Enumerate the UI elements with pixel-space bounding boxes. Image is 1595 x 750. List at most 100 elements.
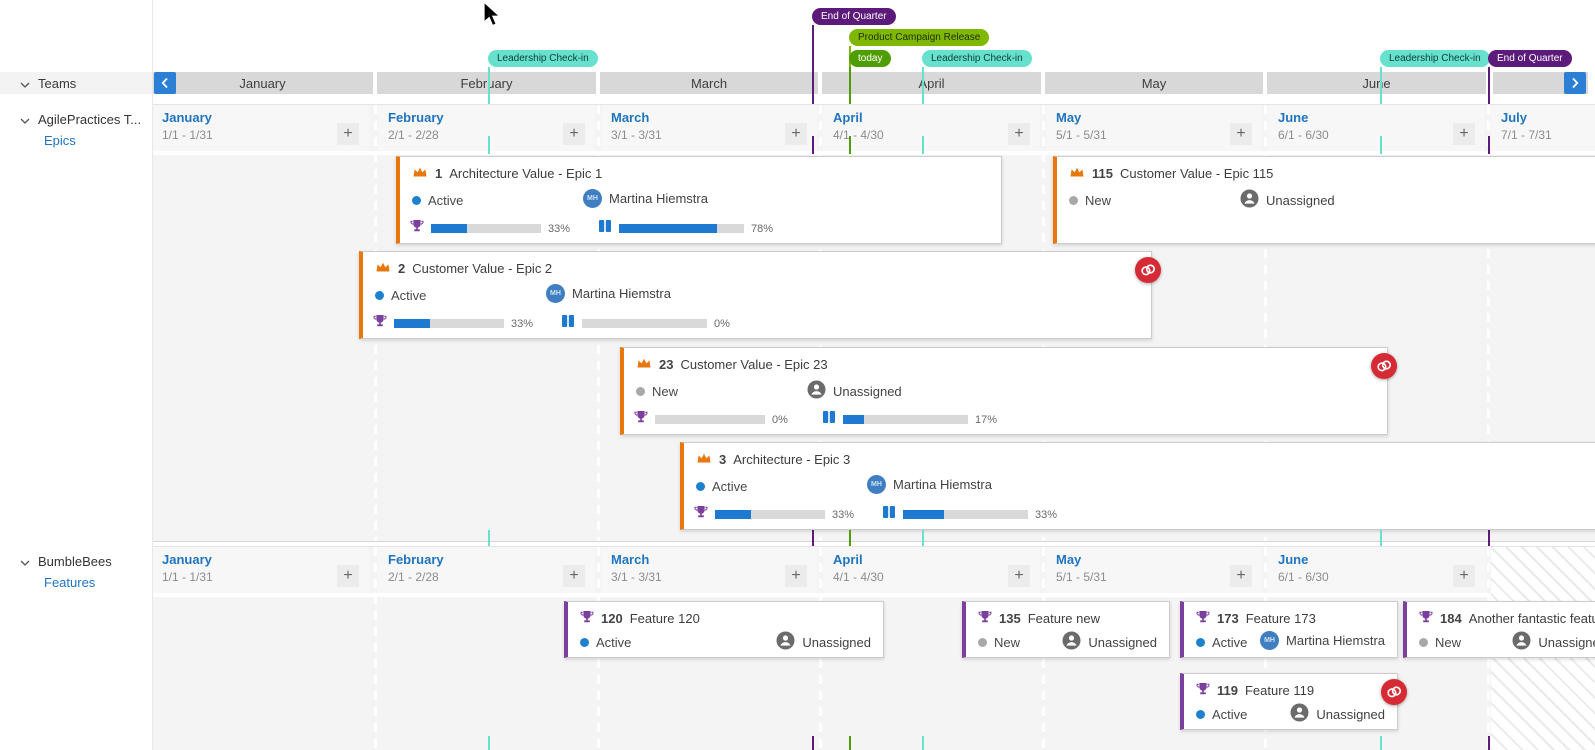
teams-header[interactable]: Teams (0, 72, 152, 94)
status-label: Active (1212, 707, 1248, 722)
work-item-card-3[interactable]: 3 Architecture - Epic 3 Active MH Martina Hi… (680, 442, 1595, 530)
card-status: New (1419, 635, 1461, 650)
progress-fill (903, 510, 945, 519)
marker-line (922, 736, 924, 750)
iteration-month-label: January (162, 552, 212, 567)
add-item-button[interactable]: + (1230, 123, 1252, 145)
card-status: Active (1196, 635, 1247, 650)
status-label: Active (428, 193, 464, 208)
marker-line (922, 530, 924, 546)
progress-percent: 0% (714, 317, 730, 330)
card-progress: 33% 33% (694, 505, 1067, 524)
add-item-button[interactable]: + (1008, 565, 1030, 587)
month-header-april: April (822, 72, 1041, 94)
column-divider (1264, 105, 1267, 541)
marker-line (1380, 67, 1382, 104)
progress-percent: 33% (1035, 508, 1058, 521)
work-item-card-2[interactable]: 2 Customer Value - Epic 2 Active MH Martina … (359, 251, 1161, 339)
chevron-down-icon[interactable] (20, 112, 30, 127)
dependency-link-badge[interactable] (1371, 353, 1397, 379)
work-item-card-120[interactable]: 120 Feature 120 Active Unassigned (564, 601, 884, 658)
iteration-date-range: 7/1 - 7/31 (1501, 128, 1552, 142)
add-item-button[interactable]: + (1008, 123, 1030, 145)
iteration-header-april: April 4/1 - 4/30 + (823, 547, 1040, 593)
marker-line (1488, 736, 1490, 750)
backlog-link-epics[interactable]: Epics (44, 133, 76, 148)
progress-track (619, 224, 744, 233)
epic-crown-icon (412, 166, 428, 181)
avatar: MH (546, 284, 565, 303)
iteration-header-january: January 1/1 - 1/31 + (152, 105, 369, 151)
card-status: Active (580, 635, 631, 650)
work-item-title: Another fantastic feature (1468, 611, 1595, 626)
dependency-link-badge[interactable] (1381, 679, 1407, 705)
add-item-button[interactable]: + (563, 123, 585, 145)
iteration-header-june: June 6/1 - 6/30 + (1268, 105, 1485, 151)
iteration-date-range: 4/1 - 4/30 (833, 128, 884, 142)
chevron-down-icon[interactable] (20, 554, 30, 569)
progress-percent: 78% (751, 222, 774, 235)
team-band-agilepractices: January 1/1 - 1/31 + February 2/1 - 2/28 + Mar… (152, 104, 1595, 542)
column-divider (1487, 105, 1490, 541)
work-item-card-1[interactable]: 1 Architecture Value - Epic 1 Active MH Mart… (396, 156, 1002, 244)
work-item-card-135[interactable]: 135 Feature new New Unassigned (962, 601, 1170, 658)
iteration-date-range: 5/1 - 5/31 (1056, 570, 1107, 584)
work-item-card-119[interactable]: 119 Feature 119 Active Unassigned (1180, 673, 1407, 730)
add-item-button[interactable]: + (337, 565, 359, 587)
marker-line (1488, 136, 1490, 154)
backlog-link-features[interactable]: Features (44, 575, 96, 590)
marker-line (849, 530, 851, 546)
work-item-title: Architecture - Epic 3 (733, 452, 851, 467)
plan-marker-leadership-check-in: Leadership Check-in (922, 50, 1032, 67)
add-item-button[interactable]: + (337, 123, 359, 145)
work-item-id: 119 (1217, 683, 1238, 698)
progress-percent: 0% (772, 413, 788, 426)
iteration-header-june: June 6/1 - 6/30 + (1268, 547, 1485, 593)
unassigned-person-icon (1062, 631, 1081, 653)
card-title-row: 3 Architecture - Epic 3 (696, 452, 1595, 467)
unassigned-person-icon (1290, 703, 1309, 725)
add-item-button[interactable]: + (785, 123, 807, 145)
scroll-left-button[interactable] (154, 72, 176, 94)
month-header-may: May (1045, 72, 1263, 94)
status-dot (1196, 638, 1205, 647)
dependency-link-badge[interactable] (1135, 257, 1161, 283)
iteration-month-label: January (162, 110, 212, 125)
marker-line (1488, 67, 1490, 104)
team-name: BumbleBees (38, 554, 112, 569)
work-item-card-184[interactable]: 184 Another fantastic feature New Unassigne… (1403, 601, 1595, 658)
card-status: New (978, 635, 1020, 650)
card-title-row: 23 Customer Value - Epic 23 (636, 357, 1379, 372)
add-item-button[interactable]: + (1453, 123, 1475, 145)
marker-line (488, 136, 490, 154)
marker-line (849, 736, 851, 750)
add-item-button[interactable]: + (1453, 565, 1475, 587)
rollup-progress: 17% (822, 410, 1007, 429)
work-item-card-23[interactable]: 23 Customer Value - Epic 23 New Unassigned 0… (620, 347, 1397, 435)
marker-line (849, 67, 851, 104)
completed-progress: 33% (373, 314, 543, 333)
iteration-header-may: May 5/1 - 5/31 + (1046, 105, 1262, 151)
avatar: MH (583, 189, 602, 208)
month-header-february: February (377, 72, 596, 94)
work-item-card-115[interactable]: 115 Customer Value - Epic 115 New Unassigne… (1053, 156, 1595, 244)
marker-line (812, 736, 814, 750)
trophy-icon (634, 410, 648, 429)
assignee-name: Unassigned (802, 634, 871, 650)
add-item-button[interactable]: + (1230, 565, 1252, 587)
status-label: New (994, 635, 1021, 650)
status-label: New (1435, 635, 1462, 650)
work-item-card-173[interactable]: 173 Feature 173 Active MH Martina Hiemstra (1180, 601, 1398, 658)
epic-crown-icon (1069, 166, 1085, 181)
scroll-right-button[interactable] (1564, 72, 1586, 94)
work-item-id: 120 (601, 611, 623, 626)
rollup-progress: 0% (561, 314, 746, 333)
add-item-button[interactable]: + (785, 565, 807, 587)
status-dot (1196, 710, 1205, 719)
feature-trophy-icon (1419, 610, 1433, 627)
add-item-button[interactable]: + (563, 565, 585, 587)
plan-marker-product-campaign-release: Product Campaign Release (849, 29, 990, 46)
status-dot (978, 638, 987, 647)
plan-marker-end-of-quarter: End of Quarter (1488, 50, 1572, 67)
